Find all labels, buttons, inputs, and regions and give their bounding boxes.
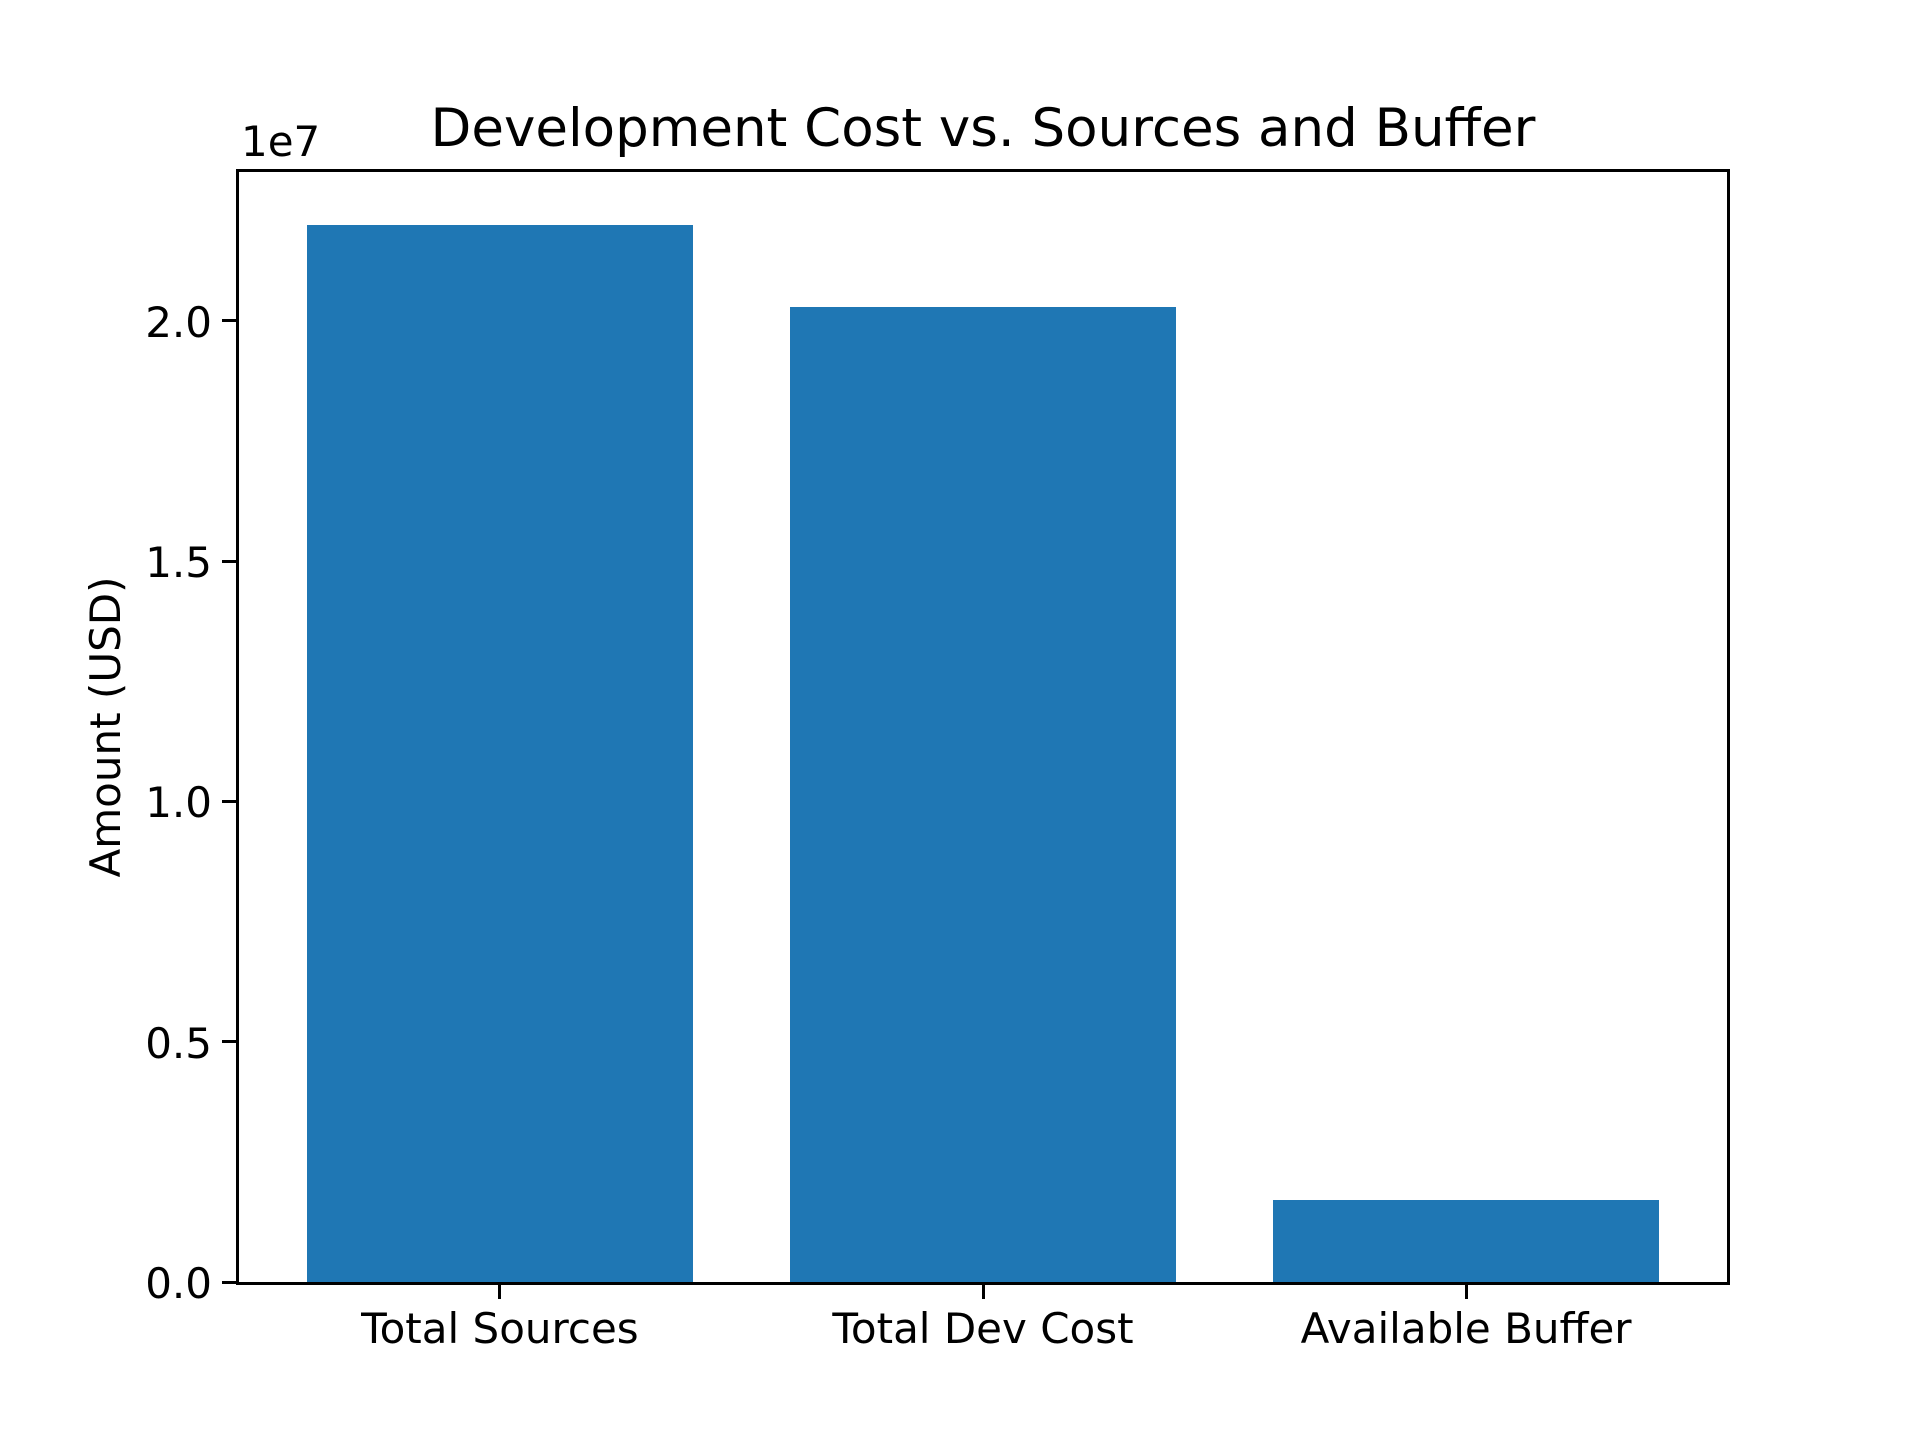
y-tick-label-0.5: 0.5	[145, 1018, 212, 1068]
y-tick-mark-0.5	[222, 1040, 236, 1044]
plot-area: Total Sources Total Dev Cost Available Buf…	[145, 169, 1730, 1350]
x-tick-label-available-buffer: Available Buffer	[1300, 1304, 1632, 1353]
x-tick-label-total-sources: Total Sources	[361, 1304, 639, 1353]
y-tick-label-1.0: 1.0	[145, 778, 212, 828]
y-tick-mark-2.0	[222, 319, 236, 323]
bar-total-sources	[306, 224, 694, 1282]
bar-available-buffer	[1272, 1200, 1660, 1282]
y-axis-label: Amount (USD)	[81, 576, 130, 878]
y-tick-mark-0.0	[222, 1280, 236, 1284]
x-tick-mark-total-dev-cost	[981, 1282, 985, 1299]
x-tick-label-total-dev-cost: Total Dev Cost	[832, 1304, 1134, 1353]
x-tick-mark-available-buffer	[1464, 1282, 1468, 1299]
y-tick-mark-1.0	[222, 799, 236, 803]
x-tick-mark-total-sources	[498, 1282, 502, 1299]
y-tick-label-1.5: 1.5	[145, 538, 212, 588]
y-tick-label-2.0: 2.0	[145, 297, 212, 347]
y-axis-offset-label: 1e7	[241, 117, 321, 166]
y-tick-label-0.0: 0.0	[145, 1259, 212, 1308]
chart-title: Development Cost vs. Sources and Buffer	[430, 98, 1536, 159]
bar-total-dev-cost	[789, 306, 1177, 1282]
y-tick-mark-1.5	[222, 559, 236, 563]
